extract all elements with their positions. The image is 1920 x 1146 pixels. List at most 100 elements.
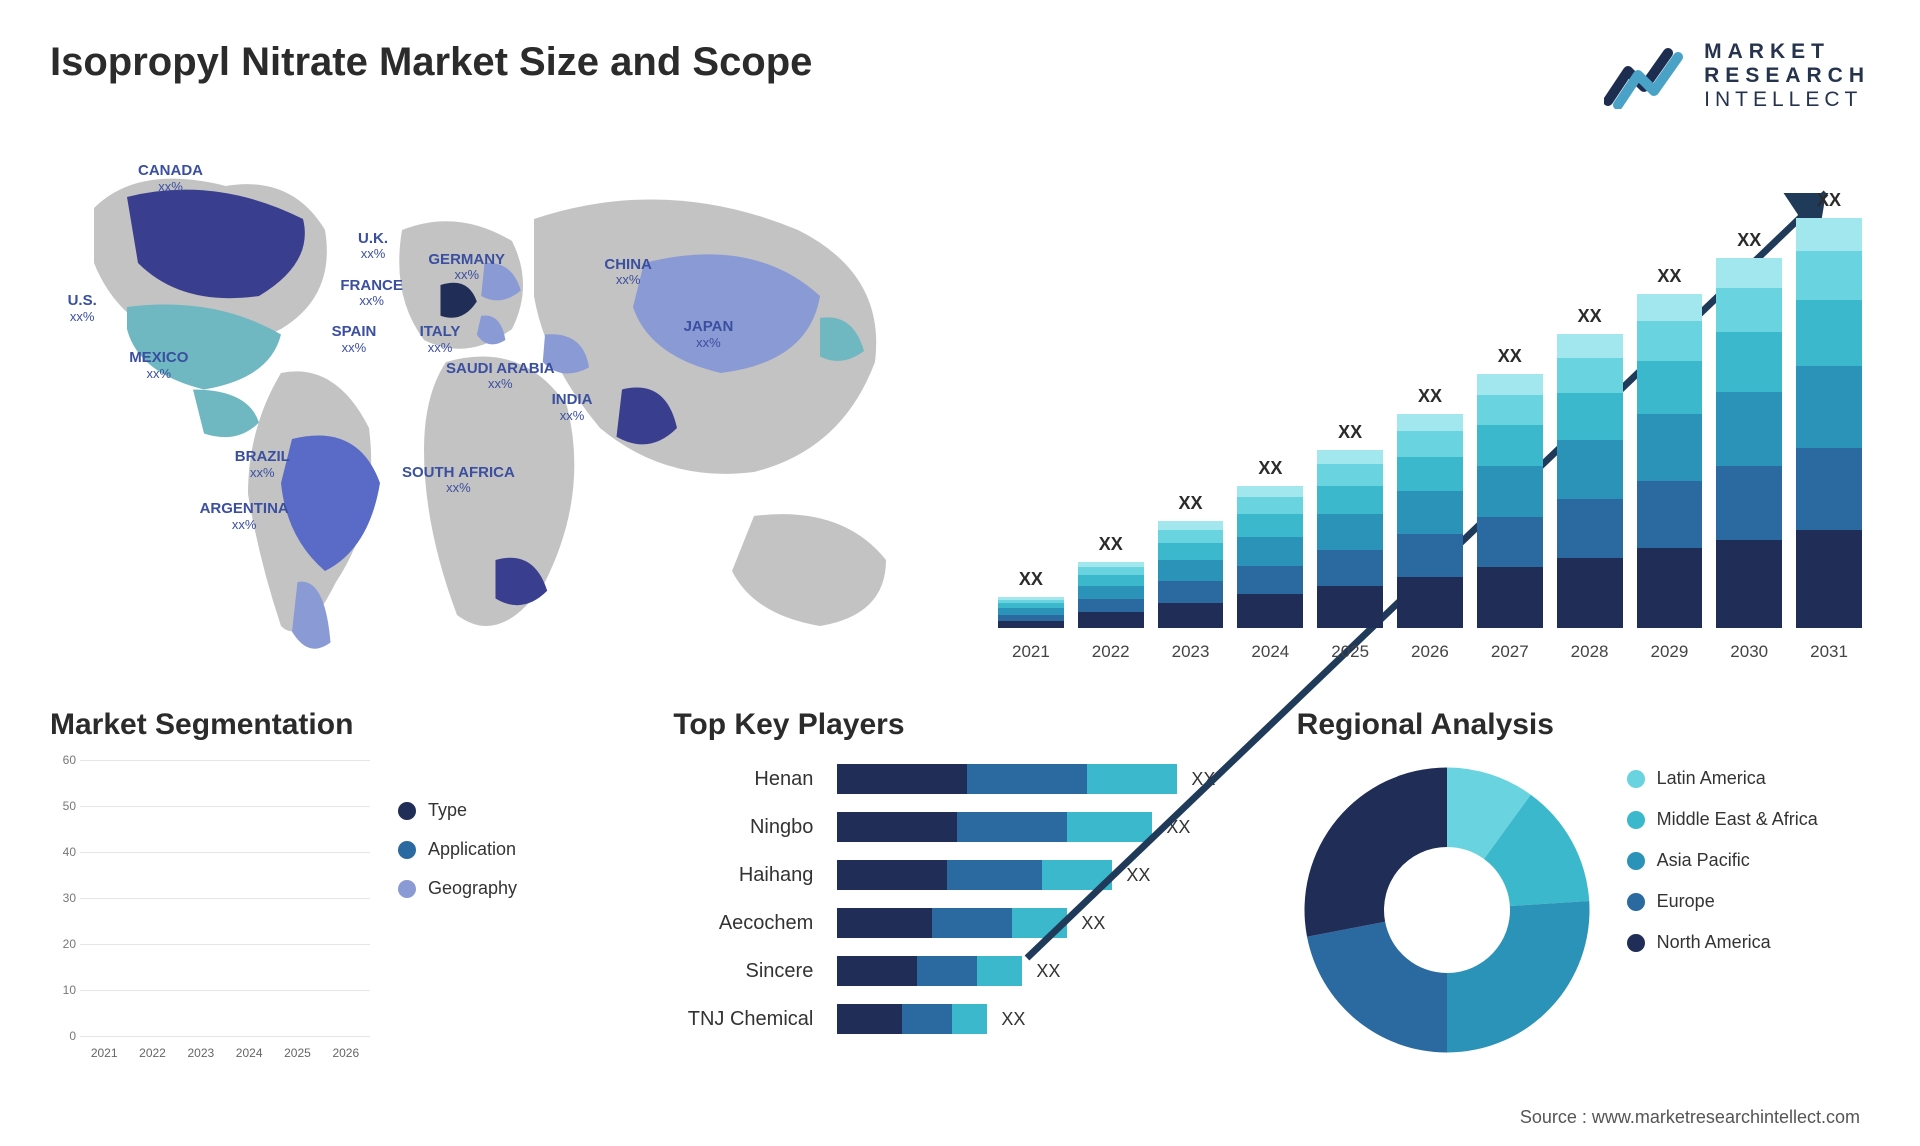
map-label: U.S.xx% (68, 293, 97, 324)
growth-bar-segment (1637, 414, 1703, 481)
kp-row: XX (837, 956, 1246, 986)
kp-bar-segment (1087, 764, 1177, 794)
kp-bar (837, 764, 1177, 794)
kp-bar-segment (902, 1004, 952, 1034)
kp-bar-segment (932, 908, 1012, 938)
growth-bar-value: XX (1418, 386, 1442, 407)
logo-text: MARKET RESEARCH INTELLECT (1704, 40, 1870, 112)
seg-ylabel: 10 (50, 983, 76, 997)
map-label: FRANCExx% (340, 278, 403, 309)
growth-bar-segment (1397, 457, 1463, 491)
growth-bar-segment (1078, 612, 1144, 628)
growth-bar-segment (1078, 586, 1144, 599)
legend-item: Middle East & Africa (1627, 809, 1818, 830)
seg-ylabel: 40 (50, 845, 76, 859)
map-label: ITALYxx% (420, 324, 461, 355)
kp-bar-segment (952, 1004, 987, 1034)
growth-bar: XX (1716, 258, 1782, 628)
kp-bar (837, 1004, 987, 1034)
growth-bar-segment (1317, 514, 1383, 550)
kp-bar-segment (957, 812, 1067, 842)
growth-bar-segment (1477, 395, 1543, 426)
donut-slice (1447, 901, 1590, 1052)
legend-dot-icon (1627, 852, 1645, 870)
logo-line-2: RESEARCH (1704, 64, 1870, 88)
growth-bar-segment (1477, 425, 1543, 466)
growth-bar-segment (1158, 560, 1224, 581)
seg-xaxis-label: 2025 (277, 1046, 317, 1060)
growth-bar-segment (1716, 392, 1782, 466)
growth-xaxis-label: 2025 (1317, 636, 1383, 662)
growth-bar-segment (998, 621, 1064, 628)
seg-xaxis-label: 2024 (229, 1046, 269, 1060)
segmentation-bars (80, 760, 370, 1036)
growth-bar: XX (1477, 374, 1543, 628)
kp-bar-segment (837, 812, 957, 842)
legend-dot-icon (1627, 893, 1645, 911)
header: Isopropyl Nitrate Market Size and Scope … (50, 40, 1870, 112)
growth-bar-segment (1078, 599, 1144, 612)
growth-bar: XX (1317, 450, 1383, 628)
growth-bar-value: XX (1498, 346, 1522, 367)
growth-bar-segment (1716, 258, 1782, 288)
growth-xaxis-label: 2030 (1716, 636, 1782, 662)
kp-label: TNJ Chemical (673, 1004, 813, 1034)
growth-bar-segment (1796, 251, 1862, 300)
legend-dot-icon (1627, 770, 1645, 788)
kp-bar-segment (837, 860, 947, 890)
growth-bar-segment (1158, 603, 1224, 629)
legend-label: Middle East & Africa (1657, 809, 1818, 830)
growth-bar: XX (1796, 218, 1862, 628)
world-map-svg (50, 142, 930, 714)
seg-xaxis-label: 2021 (84, 1046, 124, 1060)
map-label: JAPANxx% (684, 319, 734, 350)
page-title: Isopropyl Nitrate Market Size and Scope (50, 40, 812, 85)
kp-row: XX (837, 1004, 1246, 1034)
seg-ylabel: 50 (50, 799, 76, 813)
growth-bar: XX (1158, 521, 1224, 628)
kp-bar-segment (967, 764, 1087, 794)
kp-value: XX (1126, 865, 1150, 886)
growth-bar-segment (1317, 464, 1383, 485)
logo-line-1: MARKET (1704, 40, 1870, 64)
growth-bar-segment (1637, 294, 1703, 321)
growth-bar: XX (1397, 414, 1463, 628)
legend-dot-icon (398, 841, 416, 859)
seg-xaxis-label: 2026 (326, 1046, 366, 1060)
kp-value: XX (1001, 1009, 1025, 1030)
growth-bar-segment (1637, 548, 1703, 628)
legend-item: North America (1627, 932, 1818, 953)
kp-bar-segment (837, 956, 917, 986)
growth-bar-segment (1716, 288, 1782, 332)
growth-xaxis-label: 2024 (1237, 636, 1303, 662)
growth-bar-segment (1796, 448, 1862, 530)
legend-item: Latin America (1627, 768, 1818, 789)
growth-bar-value: XX (1817, 190, 1841, 211)
seg-ylabel: 20 (50, 937, 76, 951)
growth-bar-segment (1078, 575, 1144, 586)
growth-xaxis-label: 2021 (998, 636, 1064, 662)
growth-xaxis-label: 2027 (1477, 636, 1543, 662)
growth-bar-segment (1557, 440, 1623, 499)
growth-bar-value: XX (1099, 534, 1123, 555)
legend-item: Geography (398, 878, 517, 899)
bottom-section: Market Segmentation 0102030405060 202120… (50, 708, 1870, 1088)
growth-bar-segment (1716, 466, 1782, 540)
growth-bar-segment (1158, 581, 1224, 602)
brand-logo: MARKET RESEARCH INTELLECT (1604, 40, 1870, 112)
kp-label: Aecochem (673, 908, 813, 938)
growth-bar: XX (1557, 334, 1623, 628)
kp-bar-segment (917, 956, 977, 986)
legend-item: Type (398, 800, 517, 821)
map-label: CHINAxx% (604, 257, 652, 288)
kp-bar-segment (977, 956, 1022, 986)
seg-ylabel: 30 (50, 891, 76, 905)
growth-bar-segment (1397, 491, 1463, 534)
growth-bar-segment (1317, 586, 1383, 629)
legend-item: Application (398, 839, 517, 860)
segmentation-xaxis: 202120222023202420252026 (80, 1046, 370, 1060)
growth-bar-segment (1317, 550, 1383, 586)
kp-label: Haihang (673, 860, 813, 890)
growth-bar-segment (1477, 517, 1543, 568)
kp-bar (837, 860, 1112, 890)
